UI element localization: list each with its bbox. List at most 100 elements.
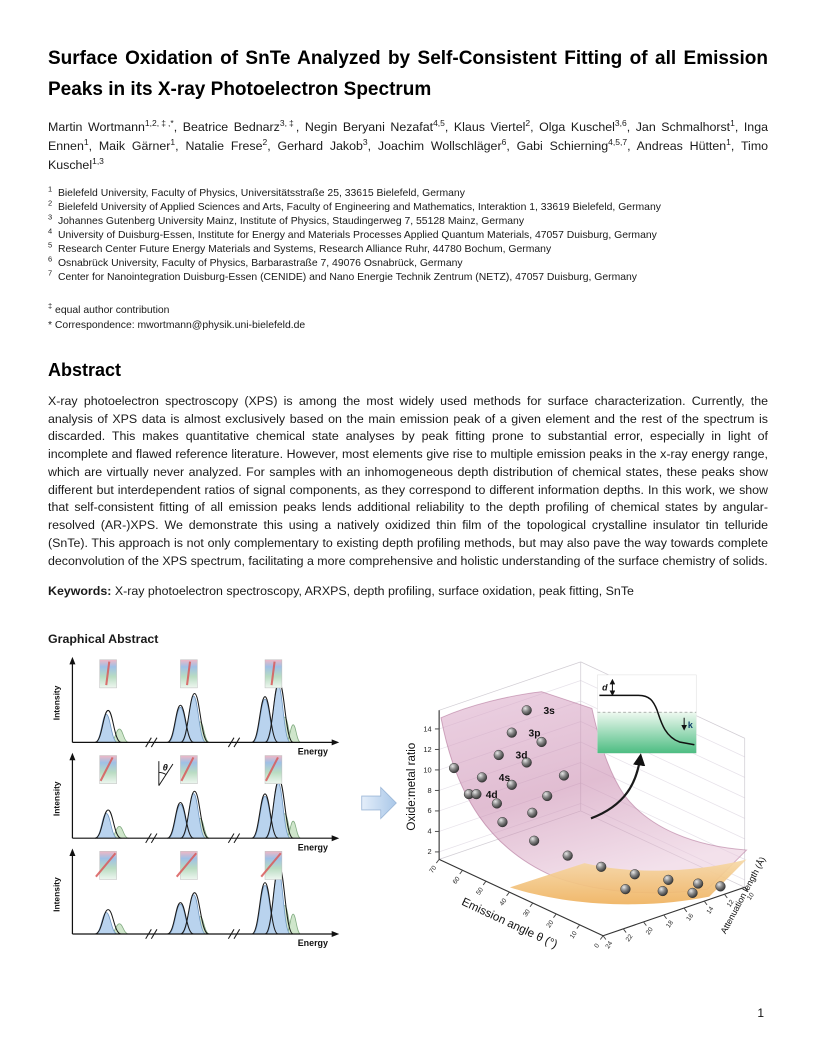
author: Olga Kuschel3,6 bbox=[539, 117, 627, 134]
data-sphere bbox=[506, 727, 517, 738]
spectrum-plot: Intensity Energy θ bbox=[51, 753, 340, 853]
data-sphere bbox=[542, 790, 553, 801]
data-sphere bbox=[493, 749, 504, 760]
data-sphere bbox=[663, 874, 674, 885]
photoelectron-path-streak bbox=[99, 757, 114, 782]
intensity-axis-label: Intensity bbox=[51, 686, 61, 721]
page-number: 1 bbox=[757, 1006, 764, 1020]
photoelectron-path-streak bbox=[175, 852, 198, 878]
author: Maik Gärner1 bbox=[98, 136, 176, 153]
author: Gerhard Jakob3 bbox=[277, 136, 368, 153]
author: Beatrice Bednarz3,‡ bbox=[182, 117, 296, 134]
attenuation-tick-label: 16 bbox=[685, 912, 695, 922]
attenuation-tick-label: 12 bbox=[726, 898, 736, 908]
ratio-tick-label: 12 bbox=[423, 745, 431, 754]
data-sphere bbox=[558, 770, 570, 781]
affiliation: 2 Bielefeld University of Applied Scienc… bbox=[48, 198, 661, 214]
keywords-text: X-ray photoelectron spectroscopy, ARXPS,… bbox=[114, 584, 634, 599]
angle-tick-label: 20 bbox=[545, 919, 555, 929]
footnote-list: ‡ equal author contribution * Corresponde… bbox=[48, 301, 768, 334]
theta-label: θ bbox=[163, 762, 169, 773]
inset-d-label: d bbox=[602, 683, 608, 693]
y-axis-arrow-icon bbox=[69, 657, 76, 665]
peak-label-3p: 3p bbox=[529, 728, 541, 739]
affiliation: 4 University of Duisburg-Essen, Institut… bbox=[48, 226, 657, 241]
author: Jan Schmalhorst1 bbox=[635, 117, 735, 134]
author-list: Martin Wortmann1,2,‡,*, Beatrice Bednarz… bbox=[48, 117, 769, 172]
photoelectron-path-streak bbox=[265, 757, 279, 782]
photoelectron-path-streak bbox=[270, 661, 276, 686]
envelope-curve bbox=[94, 909, 122, 935]
envelope-curve bbox=[179, 791, 210, 840]
abstract-heading: Abstract bbox=[48, 359, 122, 380]
author: Klaus Viertel2 bbox=[453, 117, 531, 134]
peak-label-3s: 3s bbox=[543, 706, 555, 717]
ratio-tick-label: 14 bbox=[423, 724, 431, 733]
inset-pointer-arrow-icon bbox=[590, 753, 646, 820]
x-axis-arrow-icon bbox=[331, 739, 340, 746]
photoelectron-path-streak bbox=[105, 661, 111, 686]
envelope-curve bbox=[94, 710, 122, 744]
oxide-fit-surface bbox=[440, 691, 748, 894]
data-sphere bbox=[687, 887, 698, 898]
x-axis-arrow-icon bbox=[331, 835, 340, 842]
spectrum-plot: Intensity Energy bbox=[51, 848, 340, 949]
ratio-tick-label: 4 bbox=[428, 827, 432, 836]
envelope-curve bbox=[251, 696, 279, 744]
graphical-abstract-figure: Intensity Energy Intensity Energy θ Intensity… bbox=[48, 654, 768, 951]
energy-axis-label: Energy bbox=[298, 843, 328, 853]
data-sphere bbox=[715, 881, 726, 892]
keywords-line: Keywords: X-ray photoelectron spectrosco… bbox=[48, 584, 768, 598]
paper-title: Surface Oxidation of SnTe Analyzed by Se… bbox=[48, 48, 768, 100]
attenuation-tick-label: 20 bbox=[645, 926, 655, 936]
data-sphere bbox=[693, 878, 704, 889]
data-sphere bbox=[521, 757, 532, 768]
affiliation: 3 Johannes Gutenberg University Mainz, I… bbox=[48, 212, 525, 228]
photoelectron-path-streak bbox=[95, 852, 117, 878]
attenuation-tick-label: 10 bbox=[746, 891, 756, 901]
photoelectron-path-streak bbox=[186, 661, 192, 686]
ratio-tick-label: 8 bbox=[428, 786, 432, 795]
author: Negin Beryani Nezafat4,5 bbox=[304, 117, 445, 134]
envelope-curve bbox=[167, 902, 194, 935]
keywords-label: Keywords: bbox=[48, 584, 112, 599]
angle-tick-label: 60 bbox=[452, 875, 462, 885]
spectra-panel: IntensityEnergyIntensityEnergyθIntensity… bbox=[51, 657, 340, 949]
energy-axis-label: Energy bbox=[298, 939, 328, 949]
peak-label-3d: 3d bbox=[516, 751, 528, 762]
oxide-metal-ratio-axis-label: Oxide:metal ratio bbox=[405, 743, 418, 831]
data-sphere bbox=[527, 807, 538, 818]
angle-tick-label: 50 bbox=[475, 886, 485, 896]
data-sphere bbox=[629, 869, 640, 880]
angle-tick-label: 0 bbox=[593, 942, 601, 949]
author: Natalie Frese2 bbox=[185, 136, 268, 153]
plot3d-data-spheres bbox=[448, 705, 726, 898]
data-sphere bbox=[620, 883, 631, 895]
energy-axis-label: Energy bbox=[298, 747, 328, 757]
data-sphere bbox=[596, 861, 607, 872]
metal-fit-surface bbox=[509, 859, 747, 905]
data-sphere bbox=[491, 798, 502, 809]
author: Inga Ennen1 bbox=[48, 119, 768, 153]
affiliation-list: 1 Bielefeld University, Faculty of Physi… bbox=[48, 184, 768, 285]
footnote: ‡ equal author contribution bbox=[48, 301, 170, 316]
y-axis-arrow-icon bbox=[69, 848, 76, 857]
graphical-abstract-heading: Graphical Abstract bbox=[48, 632, 159, 647]
angle-tick-label: 30 bbox=[522, 908, 532, 918]
inset-k-label: k bbox=[688, 720, 693, 730]
abstract-text: X-ray photoelectron spectroscopy (XPS) i… bbox=[48, 393, 768, 568]
attenuation-tick-label: 18 bbox=[665, 919, 675, 929]
data-sphere bbox=[471, 788, 482, 800]
emission-angle-axis-label: Emission angle θ (°) bbox=[460, 895, 560, 950]
affiliation: 6 Osnabrück University, Faculty of Physi… bbox=[48, 254, 463, 269]
data-sphere bbox=[536, 736, 547, 747]
inset-depth-profile: d k bbox=[597, 674, 697, 754]
affiliation: 1 Bielefeld University, Faculty of Physi… bbox=[48, 184, 465, 200]
envelope-curve bbox=[94, 809, 122, 840]
angle-tick-label: 10 bbox=[569, 930, 579, 940]
author: Timo Kuschel1,3 bbox=[48, 138, 769, 172]
spectrum-plot: Intensity Energy bbox=[51, 657, 340, 757]
angle-tick-label: 40 bbox=[499, 897, 509, 907]
right-block-arrow-icon bbox=[361, 786, 397, 820]
